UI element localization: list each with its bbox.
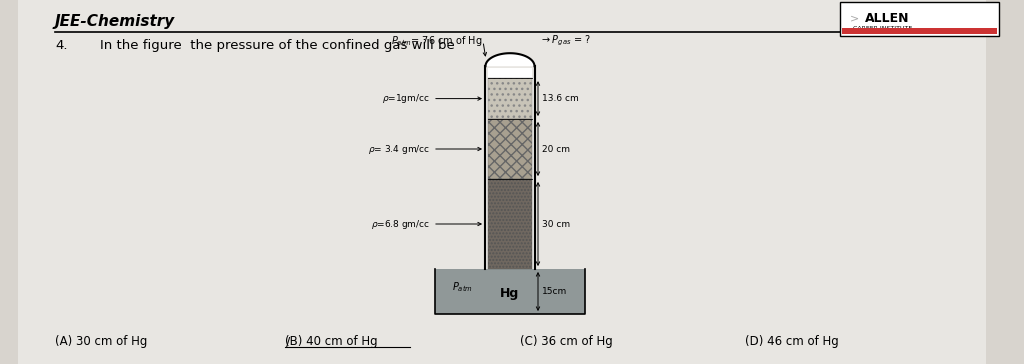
Text: 20 cm: 20 cm [542,145,570,154]
Bar [488,119,532,179]
FancyBboxPatch shape [18,0,986,364]
Bar [488,179,532,269]
Text: CAREER INSTITUTE: CAREER INSTITUTE [853,26,912,31]
Text: $\rho$=6.8 gm/cc: $\rho$=6.8 gm/cc [371,218,430,230]
Bar [488,68,532,78]
Text: $P_{atm}$= 76 cm of Hg: $P_{atm}$= 76 cm of Hg [391,34,483,48]
Text: 30 cm: 30 cm [542,219,570,229]
Bar [435,269,585,314]
Text: $\rightarrow P_{gas}$ = ?: $\rightarrow P_{gas}$ = ? [540,34,591,48]
Text: $\rho$=1gm/cc: $\rho$=1gm/cc [382,92,430,105]
Text: (B) 40 cm of Hg: (B) 40 cm of Hg [285,336,378,348]
Bar [488,78,532,119]
Text: Hg: Hg [501,287,519,300]
Bar [488,179,532,269]
FancyBboxPatch shape [840,2,999,36]
Text: /: / [286,336,290,348]
Text: In the figure  the pressure of the confined gas will be: In the figure the pressure of the confin… [100,39,455,52]
Text: ALLEN: ALLEN [865,12,909,25]
Bar [488,119,532,179]
FancyBboxPatch shape [842,28,997,34]
Text: 13.6 cm: 13.6 cm [542,94,579,103]
Text: JEE-Chemistry: JEE-Chemistry [55,14,175,29]
Text: >: > [850,13,859,24]
Bar [488,78,532,119]
Text: 4.: 4. [55,39,68,52]
Text: $\rho$= 3.4 gm/cc: $\rho$= 3.4 gm/cc [368,142,430,155]
Text: (C) 36 cm of Hg: (C) 36 cm of Hg [520,336,612,348]
Text: (D) 46 cm of Hg: (D) 46 cm of Hg [745,336,839,348]
Text: (A) 30 cm of Hg: (A) 30 cm of Hg [55,336,147,348]
Text: $P_{atm}$: $P_{atm}$ [452,280,472,294]
Text: 15cm: 15cm [542,287,567,296]
